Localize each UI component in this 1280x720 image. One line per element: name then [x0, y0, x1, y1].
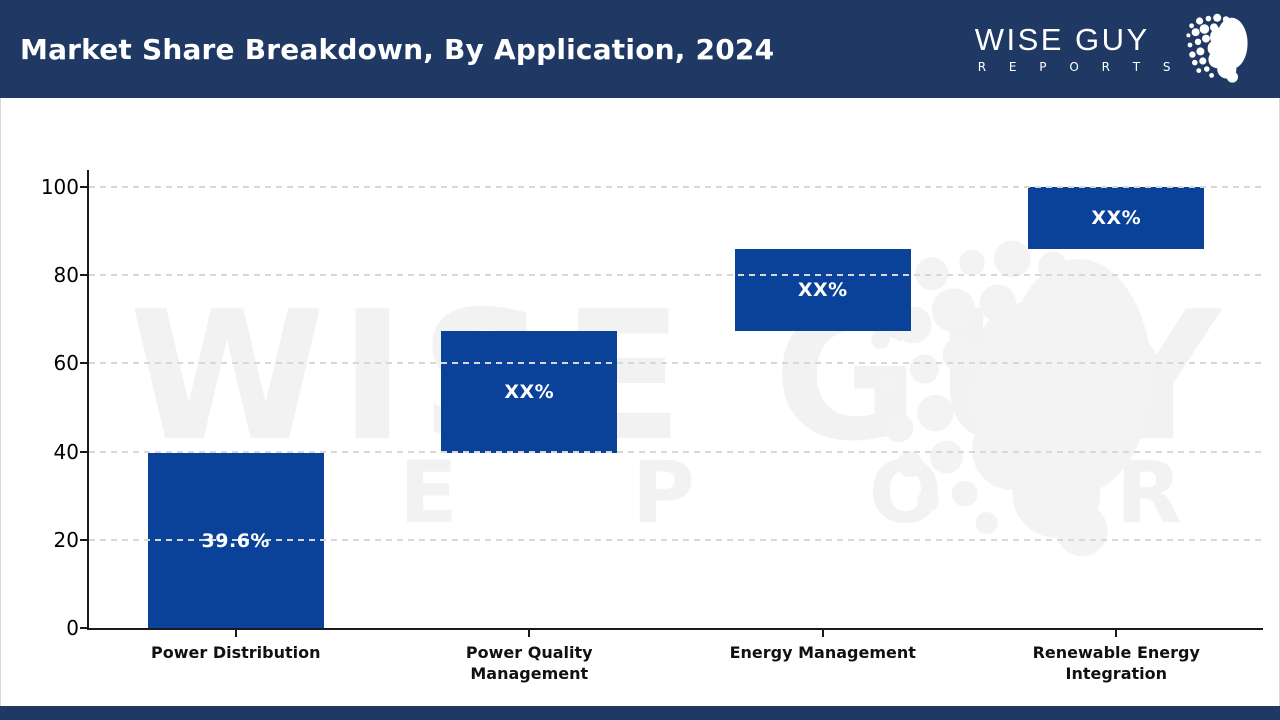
x-tick-mark — [1115, 630, 1118, 637]
watermark-face-icon — [871, 240, 1152, 556]
y-tick-mark — [80, 362, 89, 365]
bar-value-label: XX% — [797, 279, 848, 302]
brand-logo: WISE GUY R E P O R T S — [975, 9, 1254, 89]
category-label-line: Renewable Energy — [1032, 643, 1200, 662]
bar-value-label: XX% — [1091, 207, 1142, 230]
category-label: Renewable Energy Integration — [996, 642, 1236, 684]
gridline — [89, 450, 1263, 453]
y-tick-label: 80 — [53, 263, 79, 288]
y-tick-label: 40 — [53, 439, 79, 464]
y-tick-mark — [80, 627, 89, 629]
gridline — [89, 362, 1263, 365]
chart-area: WISE GUY R E P O R T S 02040608010039.6%… — [0, 98, 1280, 706]
y-tick-label: 20 — [53, 527, 79, 552]
y-tick-label: 0 — [66, 616, 79, 640]
category-label-line: Management — [470, 664, 589, 683]
logo-wordmark-line1: WISE GUY — [974, 22, 1150, 58]
page-title: Market Share Breakdown, By Application, … — [20, 32, 775, 66]
category-label-line: Energy Management — [729, 643, 916, 662]
bar — [441, 331, 618, 454]
y-tick-label: 60 — [53, 351, 79, 376]
x-axis-line — [87, 628, 1263, 630]
category-label-line: Integration — [1065, 664, 1168, 683]
gridline — [89, 274, 1263, 277]
gridline — [89, 538, 1263, 541]
y-tick-mark — [80, 538, 89, 541]
logo-wordmark-line2: R E P O R T S — [977, 59, 1180, 74]
y-tick-mark — [80, 274, 89, 277]
y-tick-mark — [80, 450, 89, 453]
bar-value-label: 39.6% — [201, 529, 270, 552]
x-tick-mark — [821, 630, 824, 637]
category-label: Energy Management — [703, 642, 943, 663]
category-label-line: Power Distribution — [151, 643, 321, 662]
footer-bar — [0, 706, 1280, 720]
header-bar: Market Share Breakdown, By Application, … — [0, 0, 1280, 98]
logo-face-icon — [1186, 13, 1248, 83]
gridline — [89, 186, 1263, 188]
category-label: Power Distribution — [116, 642, 356, 663]
y-tick-label: 100 — [40, 175, 79, 199]
category-label-line: Power Quality — [465, 643, 593, 662]
bar — [1028, 187, 1205, 250]
y-tick-mark — [80, 186, 89, 188]
x-tick-mark — [234, 630, 237, 637]
bar — [734, 249, 911, 332]
bar-value-label: XX% — [504, 381, 555, 404]
category-label: Power Quality Management — [409, 642, 649, 684]
x-tick-mark — [528, 630, 531, 637]
y-axis-line — [87, 170, 89, 630]
logo-wordmark: WISE GUY R E P O R T S — [975, 24, 1180, 74]
